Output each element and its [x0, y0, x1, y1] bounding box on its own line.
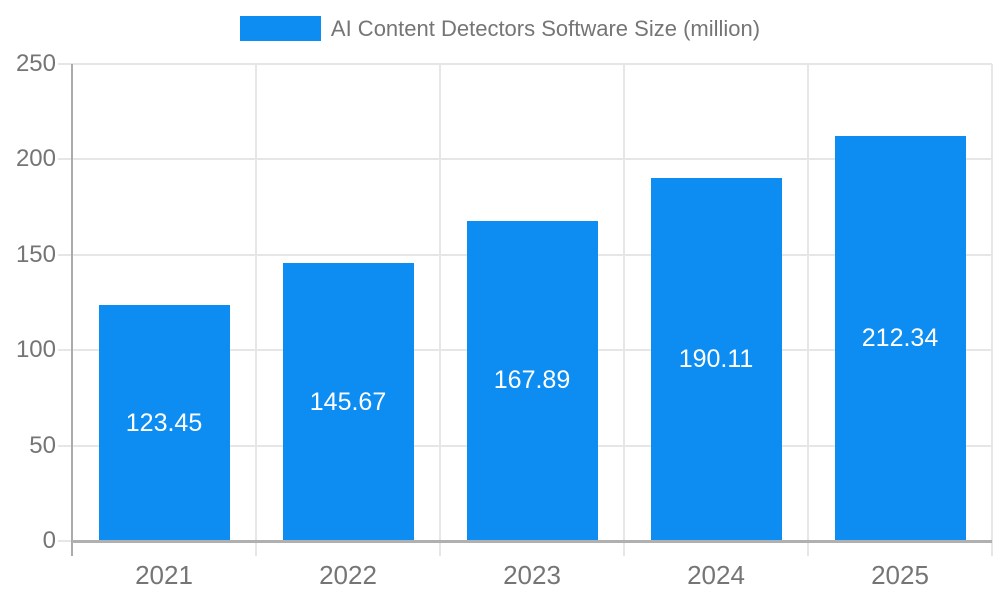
bar-2025: 212.34 — [834, 135, 966, 541]
bar-value-label: 190.11 — [678, 345, 754, 374]
bar-2024: 190.11 — [650, 178, 782, 541]
gridline-y-250 — [58, 63, 992, 65]
y-axis-label: 0 — [42, 527, 56, 554]
bar-2021: 123.45 — [98, 305, 230, 541]
legend-label: AI Content Detectors Software Size (mill… — [330, 16, 761, 41]
bar-value-label: 145.67 — [309, 387, 387, 416]
y-axis-label: 200 — [15, 145, 56, 173]
bar-value-label: 212.34 — [861, 323, 939, 352]
tick-y-0 — [58, 540, 72, 542]
gridline-x-3 — [623, 64, 625, 556]
bar-value-label: 167.89 — [493, 366, 571, 395]
gridline-y-200 — [58, 158, 992, 161]
x-axis-line — [72, 540, 992, 543]
gridline-x-2 — [439, 64, 441, 556]
y-axis-label: 100 — [15, 336, 56, 364]
y-axis-line — [71, 64, 73, 556]
y-axis-label: 150 — [15, 240, 56, 268]
bar-2022: 145.67 — [282, 263, 414, 541]
bar-2023: 167.89 — [466, 220, 598, 541]
bar-value-label: 123.45 — [125, 408, 203, 437]
legend-swatch — [239, 16, 321, 41]
chart-legend[interactable]: AI Content Detectors Software Size (mill… — [0, 16, 1000, 41]
x-axis-label: 2025 — [871, 560, 929, 590]
gridline-x-4 — [807, 64, 809, 556]
y-axis-label: 50 — [29, 431, 56, 459]
x-axis-label: 2021 — [135, 560, 193, 590]
x-axis-label: 2023 — [503, 560, 561, 590]
x-axis-label: 2024 — [687, 560, 745, 590]
gridline-x-1 — [255, 64, 257, 556]
x-axis-label: 2022 — [319, 560, 377, 590]
y-axis-label: 250 — [15, 50, 56, 77]
gridline-x-5 — [991, 64, 993, 556]
